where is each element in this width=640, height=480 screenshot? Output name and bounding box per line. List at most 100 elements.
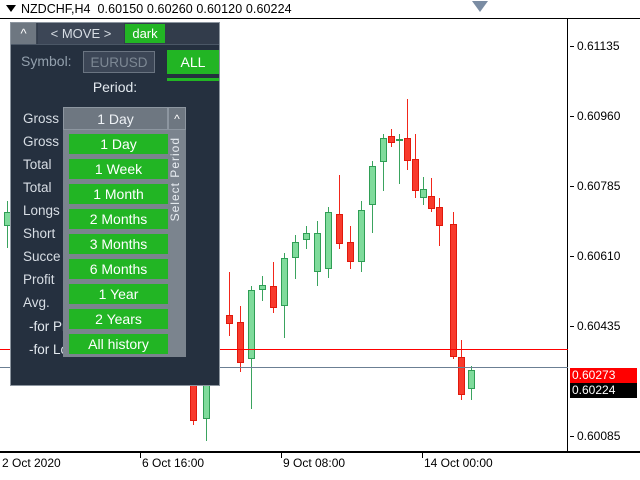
candlestick <box>314 19 321 453</box>
candle-body <box>270 286 277 308</box>
all-symbols-button[interactable]: ALL <box>167 50 219 74</box>
candle-body <box>468 370 475 389</box>
candlestick <box>325 19 332 453</box>
ohlc-values: 0.60150 0.60260 0.60120 0.60224 <box>97 2 292 16</box>
axis-divider <box>0 452 640 453</box>
time-axis-label: 14 Oct 00:00 <box>424 456 493 470</box>
stat-label: Profit <box>23 272 55 287</box>
price-tick: 0.61135 <box>568 39 640 53</box>
candlestick <box>226 19 233 453</box>
candlestick <box>388 19 395 453</box>
candle-wick <box>339 175 340 249</box>
symbol-input[interactable]: EURUSD <box>83 51 155 73</box>
candle-body <box>248 290 255 359</box>
stat-label: Succe <box>23 249 61 264</box>
theme-toggle-button[interactable]: dark <box>125 24 165 43</box>
candle-body <box>281 258 288 306</box>
candlestick <box>292 19 299 453</box>
candlestick <box>281 19 288 453</box>
candlestick <box>404 19 411 453</box>
candle-body <box>292 242 299 258</box>
stat-label: Total <box>23 180 52 195</box>
candlestick <box>428 19 435 453</box>
candlestick <box>237 19 244 453</box>
candlestick <box>458 19 465 453</box>
candle-wick <box>383 134 384 191</box>
candle-body <box>412 159 419 191</box>
period-option[interactable]: 6 Months <box>69 259 168 279</box>
quote-bar: NZDCHF,H4 0.60150 0.60260 0.60120 0.60224 <box>0 0 640 18</box>
ea-statistics-panel[interactable]: ^ < MOVE > dark Symbol: EURUSD ALL Perio… <box>10 22 220 386</box>
candle-body <box>450 224 457 357</box>
candle-body <box>458 357 465 395</box>
bid-price-line <box>0 367 568 368</box>
candle-body <box>420 189 427 198</box>
price-tick: 0.60085 <box>568 429 640 443</box>
price-axis[interactable]: 0.61135 0.60960 0.60785 0.60610 0.60435 0.600… <box>568 18 640 452</box>
price-tick: 0.60960 <box>568 109 640 123</box>
candlestick <box>358 19 365 453</box>
candle-body <box>369 166 376 205</box>
period-option[interactable]: 1 Week <box>69 159 168 179</box>
period-option[interactable]: 2 Months <box>69 209 168 229</box>
panel-header: ^ < MOVE > dark <box>11 23 219 45</box>
candlestick <box>248 19 255 453</box>
stat-label: Total <box>23 157 52 172</box>
chevron-up-icon[interactable]: ^ <box>168 107 186 130</box>
period-option[interactable]: 2 Years <box>69 309 168 329</box>
triangle-down-icon[interactable] <box>6 5 16 13</box>
symbol-timeframe-label: NZDCHF,H4 <box>21 2 91 16</box>
stat-label: Longs <box>23 203 60 218</box>
period-option[interactable]: All history <box>69 334 168 354</box>
candle-body <box>358 210 365 262</box>
price-tick: 0.60610 <box>568 249 640 263</box>
bid-price-tag: 0.60224 <box>570 383 637 398</box>
candle-body <box>237 322 244 363</box>
candle-wick <box>399 134 400 184</box>
candle-body <box>428 196 435 209</box>
time-axis-label: 9 Oct 08:00 <box>283 456 346 470</box>
select-period-sidebar: Select Period <box>168 131 186 357</box>
candle-wick <box>431 178 432 212</box>
stat-label: Gross <box>23 134 60 149</box>
candle-body <box>388 136 395 143</box>
candle-body <box>347 242 354 262</box>
candle-body <box>226 315 233 324</box>
candlestick <box>412 19 419 453</box>
period-option[interactable]: 1 Day <box>69 134 168 154</box>
period-option[interactable]: 1 Year <box>69 284 168 304</box>
ask-price-line <box>0 349 568 350</box>
candlestick <box>270 19 277 453</box>
candle-body <box>325 212 332 269</box>
move-button[interactable]: < MOVE > <box>38 23 124 44</box>
period-dropdown-selected[interactable]: 1 Day <box>63 107 168 130</box>
candle-body <box>303 233 310 240</box>
candle-body <box>336 214 343 244</box>
period-option[interactable]: 1 Month <box>69 184 168 204</box>
candle-body <box>314 233 321 272</box>
stat-label: Short <box>23 226 56 241</box>
candle-body <box>436 207 443 226</box>
collapse-button[interactable]: ^ <box>11 23 37 44</box>
candlestick <box>303 19 310 453</box>
period-option[interactable]: 3 Months <box>69 234 168 254</box>
period-label: Period: <box>92 79 138 95</box>
stat-label: Gross <box>23 111 60 126</box>
candle-body <box>380 138 387 162</box>
candlestick <box>420 19 427 453</box>
price-tick: 0.60785 <box>568 179 640 193</box>
time-axis-tick <box>422 452 423 458</box>
candle-body <box>404 138 411 161</box>
time-axis-label: 2 Oct 2020 <box>2 456 61 470</box>
candlestick <box>396 19 403 453</box>
candlestick <box>369 19 376 453</box>
candle-body <box>259 285 266 290</box>
time-axis[interactable]: 2 Oct 2020 6 Oct 16:00 9 Oct 08:00 14 Oct 0… <box>0 452 640 480</box>
candle-wick <box>229 272 230 336</box>
candlestick <box>347 19 354 453</box>
candlestick <box>336 19 343 453</box>
symbol-label: Symbol: <box>21 53 72 69</box>
period-dropdown[interactable]: 1 Day ^ 1 Day 1 Week 1 Month 2 Months 3 Mont… <box>63 107 186 357</box>
triangle-down-marker-icon <box>472 1 488 12</box>
